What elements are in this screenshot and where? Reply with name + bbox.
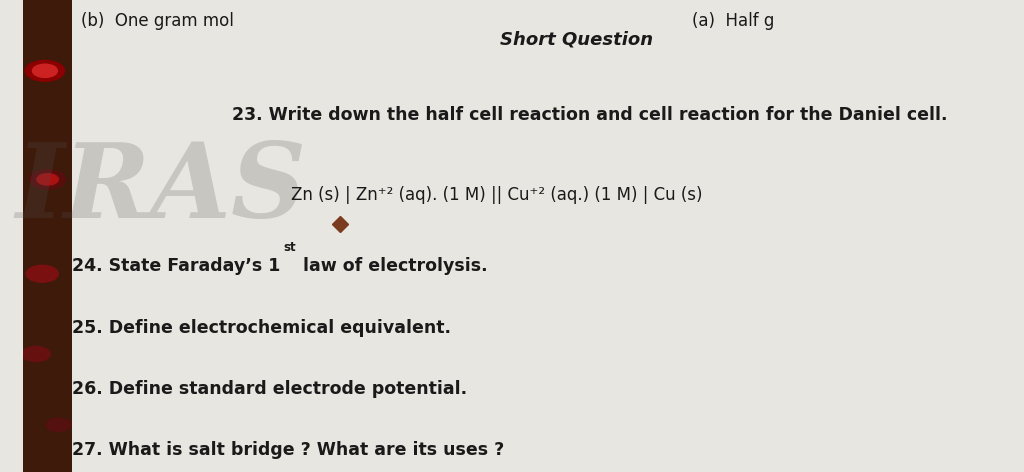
Text: 26. Define standard electrode potential.: 26. Define standard electrode potential. bbox=[72, 380, 467, 398]
Circle shape bbox=[27, 265, 58, 282]
Text: 23. Write down the half cell reaction and cell reaction for the Daniel cell.: 23. Write down the half cell reaction an… bbox=[232, 106, 948, 124]
Text: 24. State Faraday’s 1: 24. State Faraday’s 1 bbox=[72, 257, 281, 275]
Circle shape bbox=[30, 170, 66, 189]
Text: (b)  One gram mol: (b) One gram mol bbox=[81, 12, 233, 30]
Text: law of electrolysis.: law of electrolysis. bbox=[297, 257, 487, 275]
Circle shape bbox=[26, 60, 65, 81]
Text: IRAS: IRAS bbox=[15, 138, 306, 240]
Text: (a)  Half g: (a) Half g bbox=[692, 12, 775, 30]
Text: 27. What is salt bridge ? What are its uses ?: 27. What is salt bridge ? What are its u… bbox=[72, 441, 504, 459]
Text: st: st bbox=[284, 241, 296, 254]
Circle shape bbox=[37, 174, 58, 185]
Circle shape bbox=[46, 418, 71, 431]
Circle shape bbox=[22, 346, 50, 362]
Circle shape bbox=[33, 64, 57, 77]
Bar bbox=[23, 0, 72, 472]
Text: 25. Define electrochemical equivalent.: 25. Define electrochemical equivalent. bbox=[72, 319, 451, 337]
Text: Short Question: Short Question bbox=[500, 31, 653, 49]
Text: Zn (s) | Zn⁺² (aq). (1 M) || Cu⁺² (aq.) (1 M) | Cu (s): Zn (s) | Zn⁺² (aq). (1 M) || Cu⁺² (aq.) … bbox=[291, 186, 702, 204]
